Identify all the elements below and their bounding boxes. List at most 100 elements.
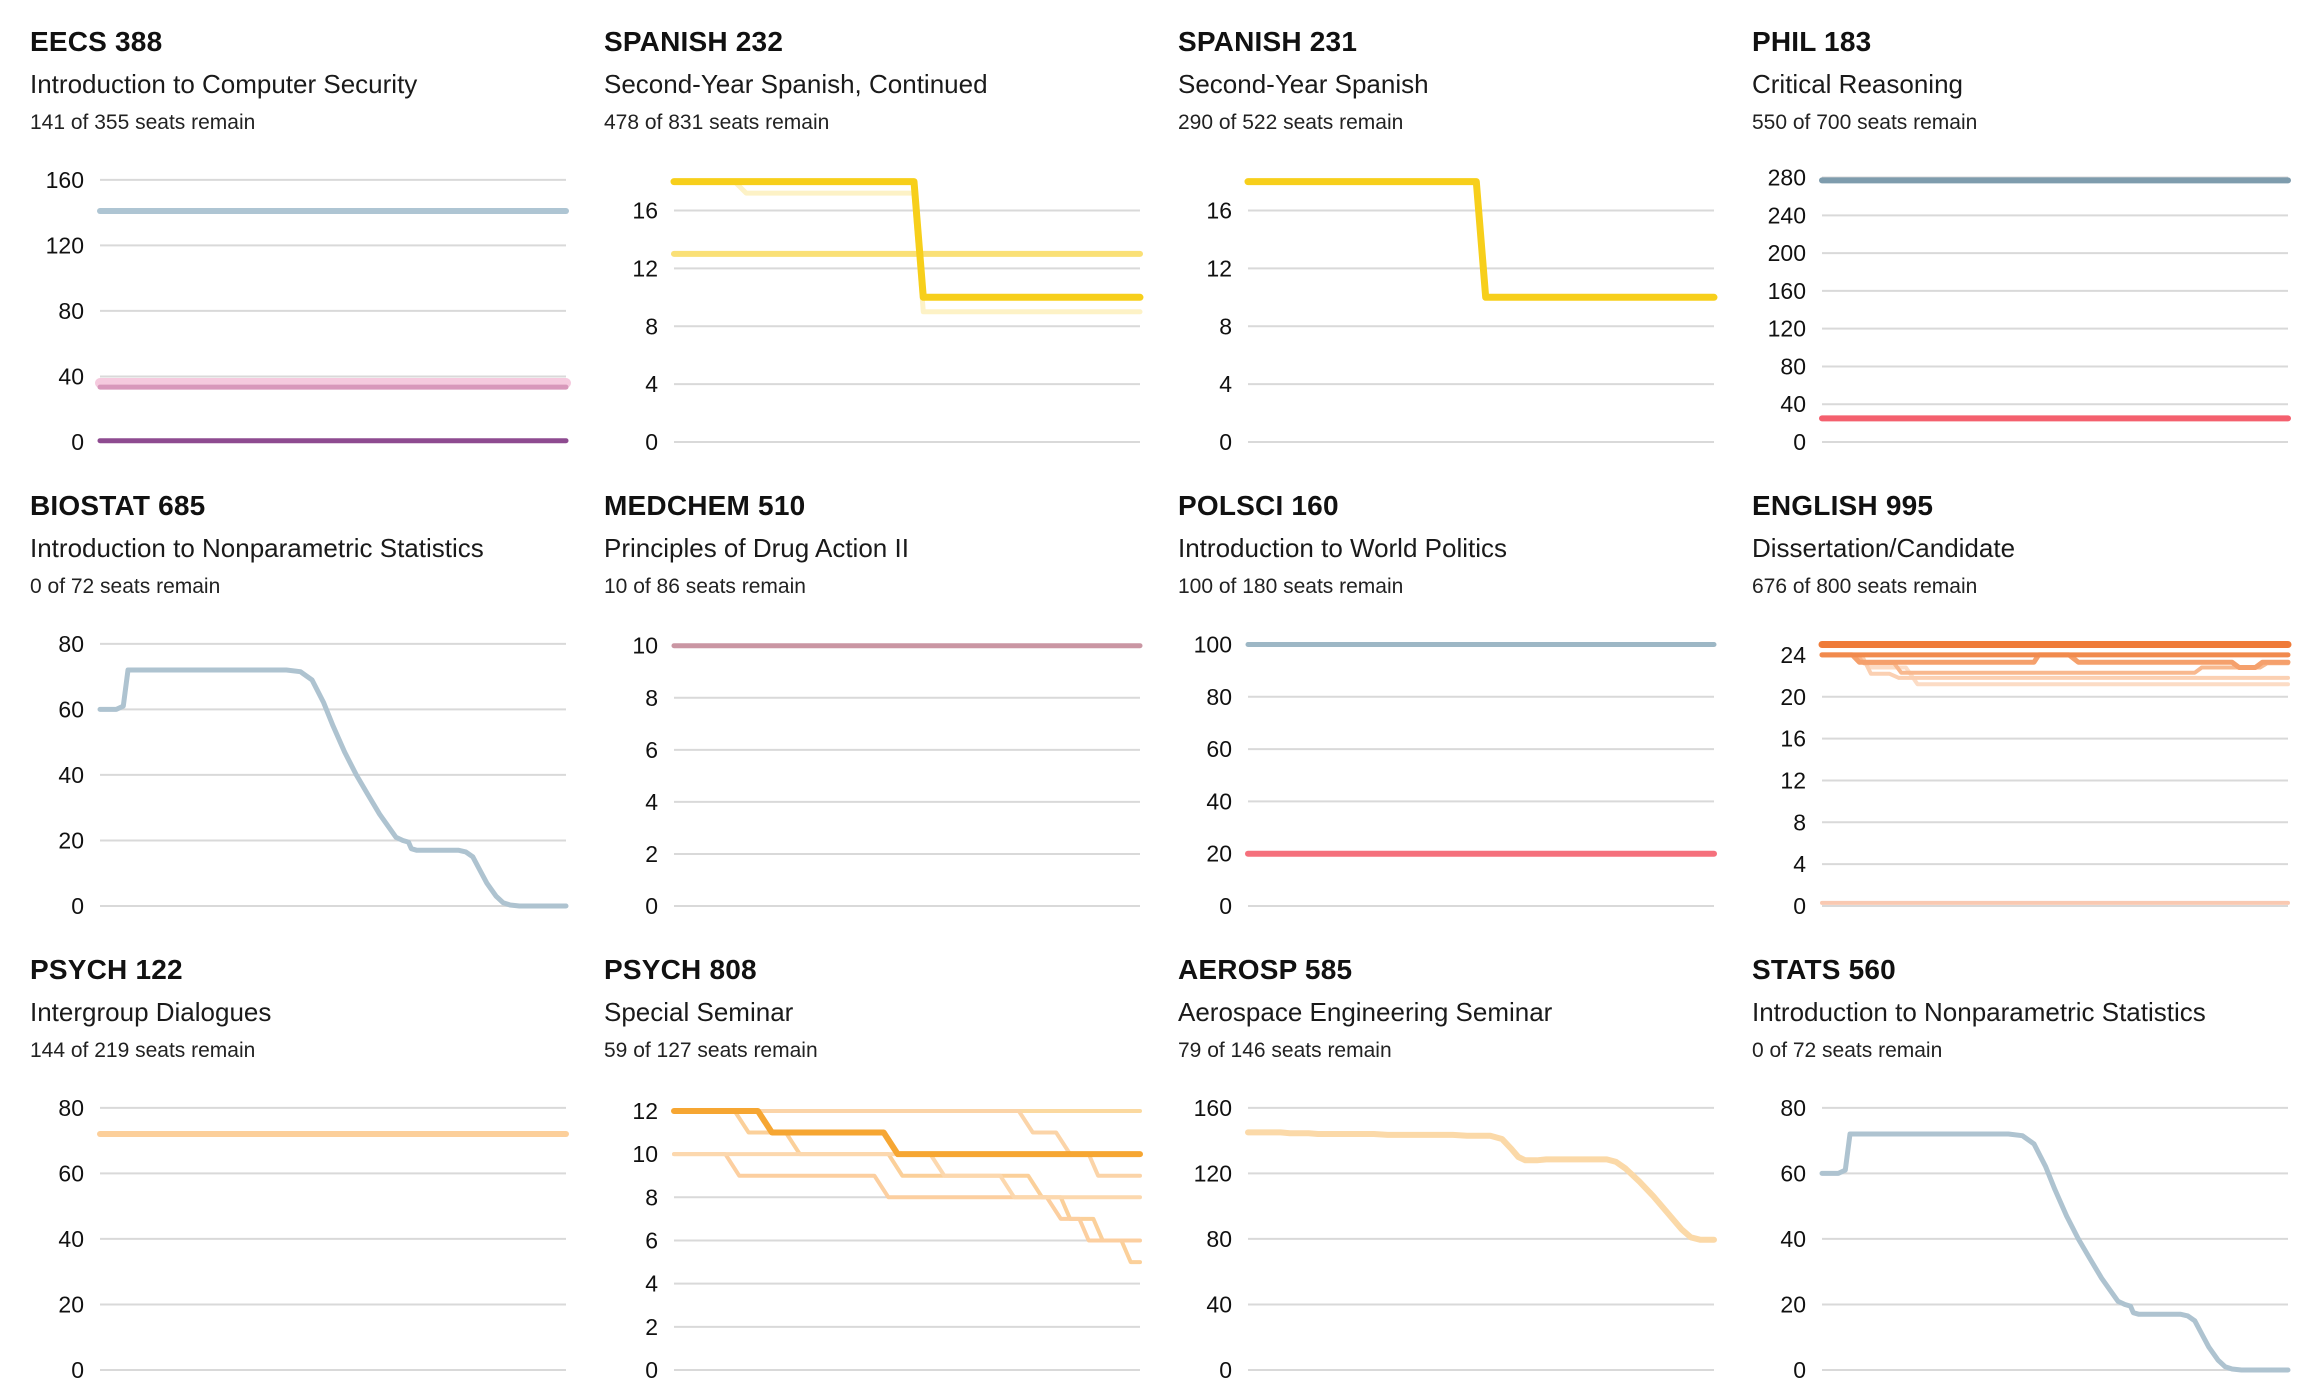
y-axis-tick-label: 8 <box>645 1184 658 1210</box>
seats-remaining: 144 of 219 seats remain <box>30 1038 256 1062</box>
course-code: PHIL 183 <box>1752 26 1872 57</box>
y-axis-tick-label: 4 <box>645 371 658 397</box>
seats-remaining: 290 of 522 seats remain <box>1178 110 1404 134</box>
enrollment-chart: 100 80 60 40 20 0 <box>1194 631 1717 919</box>
course-panel: BIOSTAT 685 Introduction to Nonparametri… <box>0 464 574 928</box>
y-axis-tick-label: 40 <box>1780 391 1806 417</box>
course-panel: SPANISH 232 Second-Year Spanish, Continu… <box>574 0 1148 464</box>
y-axis-tick-label: 160 <box>46 167 84 193</box>
enrollment-chart: 16 12 8 4 0 <box>1206 177 1718 455</box>
y-axis-tick-label: 80 <box>58 298 84 324</box>
y-axis-tick-label: 4 <box>645 789 658 815</box>
y-axis-tick-label: 0 <box>645 429 658 455</box>
course-code: BIOSTAT 685 <box>30 490 206 521</box>
seats-remaining: 10 of 86 seats remain <box>604 574 806 598</box>
y-axis-tick-label: 120 <box>1194 1160 1232 1186</box>
y-axis-tick-label: 0 <box>71 429 84 455</box>
course-panel: PSYCH 122 Intergroup Dialogues 144 of 21… <box>0 928 574 1392</box>
y-axis-tick-label: 20 <box>1206 840 1232 866</box>
y-axis-tick-label: 80 <box>58 631 84 657</box>
enrollment-chart: 160 120 80 40 0 <box>1194 1095 1717 1383</box>
enrollment-chart: 24 20 16 12 8 4 0 <box>1780 640 2292 919</box>
y-axis-tick-label: 200 <box>1768 240 1806 266</box>
y-axis-tick-label: 120 <box>1768 315 1806 341</box>
y-axis-tick-label: 6 <box>645 737 658 763</box>
course-code: AEROSP 585 <box>1178 954 1353 985</box>
course-title: Introduction to Nonparametric Statistics <box>30 533 484 563</box>
course-code: MEDCHEM 510 <box>604 490 806 521</box>
enrollment-chart: 280 240 200 160 120 80 40 0 <box>1768 164 2291 455</box>
enrollment-chart: 16 12 8 4 0 <box>632 177 1144 455</box>
seats-series-line <box>1245 1129 1717 1243</box>
y-axis-tick-label: 80 <box>1206 684 1232 710</box>
y-axis-tick-label: 0 <box>71 893 84 919</box>
y-axis-tick-label: 4 <box>645 1270 658 1296</box>
course-title: Introduction to Nonparametric Statistics <box>1752 997 2206 1027</box>
seats-series-line <box>1244 177 1718 301</box>
course-panel: AEROSP 585 Aerospace Engineering Seminar… <box>1148 928 1722 1392</box>
y-axis-tick-label: 100 <box>1194 631 1232 657</box>
seats-remaining: 676 of 800 seats remain <box>1752 574 1978 598</box>
seats-series-line <box>1819 1131 2291 1373</box>
course-panel: POLSCI 160 Introduction to World Politic… <box>1148 464 1722 928</box>
course-code: PSYCH 808 <box>604 954 757 985</box>
seats-remaining: 59 of 127 seats remain <box>604 1038 818 1062</box>
y-axis-tick-label: 2 <box>645 841 658 867</box>
y-axis-tick-label: 16 <box>1206 197 1232 223</box>
course-title: Dissertation/Candidate <box>1752 533 2016 563</box>
course-panel: EECS 388 Introduction to Computer Securi… <box>0 0 574 464</box>
seats-series-line <box>97 667 569 909</box>
seats-remaining: 0 of 72 seats remain <box>30 574 221 598</box>
y-axis-tick-label: 8 <box>1219 313 1232 339</box>
course-code: EECS 388 <box>30 26 163 57</box>
y-axis-tick-label: 80 <box>58 1095 84 1121</box>
course-panel: PSYCH 808 Special Seminar 59 of 127 seat… <box>574 928 1148 1392</box>
y-axis-tick-label: 280 <box>1768 164 1806 190</box>
course-code: PSYCH 122 <box>30 954 183 985</box>
y-axis-tick-label: 24 <box>1780 642 1806 668</box>
seats-remaining: 550 of 700 seats remain <box>1752 110 1978 134</box>
y-axis-tick-label: 12 <box>632 255 658 281</box>
seats-series-line <box>1819 652 2291 670</box>
course-code: SPANISH 231 <box>1178 26 1358 57</box>
y-axis-tick-label: 12 <box>1780 767 1806 793</box>
y-axis-tick-label: 0 <box>1219 1357 1232 1383</box>
enrollment-chart: 12 10 8 6 4 2 0 <box>632 1098 1143 1383</box>
course-title: Principles of Drug Action II <box>604 533 909 563</box>
y-axis-tick-label: 80 <box>1206 1226 1232 1252</box>
y-axis-tick-label: 0 <box>1219 893 1232 919</box>
y-axis-tick-label: 80 <box>1780 1095 1806 1121</box>
course-panel: SPANISH 231 Second-Year Spanish 290 of 5… <box>1148 0 1722 464</box>
course-title: Introduction to Computer Security <box>30 69 418 99</box>
y-axis-tick-label: 0 <box>645 1357 658 1383</box>
y-axis-tick-label: 12 <box>1206 255 1232 281</box>
y-axis-tick-label: 40 <box>58 762 84 788</box>
y-axis-tick-label: 20 <box>1780 684 1806 710</box>
y-axis-tick-label: 40 <box>1206 1291 1232 1317</box>
course-title: Special Seminar <box>604 997 794 1027</box>
enrollment-chart: 80 60 40 20 0 <box>58 631 569 919</box>
seats-series-line <box>671 178 1143 315</box>
y-axis-tick-label: 4 <box>1219 371 1232 397</box>
course-title: Introduction to World Politics <box>1178 533 1507 563</box>
y-axis-tick-label: 8 <box>1793 809 1806 835</box>
y-axis-tick-label: 120 <box>46 232 84 258</box>
seats-remaining: 100 of 180 seats remain <box>1178 574 1404 598</box>
seats-series-line <box>672 1108 1142 1264</box>
y-axis-tick-label: 60 <box>58 696 84 722</box>
seats-series-line <box>670 177 1144 301</box>
y-axis-tick-label: 0 <box>1219 429 1232 455</box>
y-axis-tick-label: 4 <box>1793 851 1806 877</box>
y-axis-tick-label: 240 <box>1768 202 1806 228</box>
y-axis-tick-label: 0 <box>71 1357 84 1383</box>
course-panel: STATS 560 Introduction to Nonparametric … <box>1722 928 2296 1392</box>
y-axis-tick-label: 8 <box>645 313 658 339</box>
course-title: Aerospace Engineering Seminar <box>1178 997 1553 1027</box>
y-axis-tick-label: 160 <box>1194 1095 1232 1121</box>
course-panel: ENGLISH 995 Dissertation/Candidate 676 o… <box>1722 464 2296 928</box>
seats-series-line <box>672 1151 1142 1243</box>
course-title: Second-Year Spanish <box>1178 69 1429 99</box>
enrollment-chart: 80 60 40 20 0 <box>58 1095 569 1383</box>
course-code: SPANISH 232 <box>604 26 784 57</box>
